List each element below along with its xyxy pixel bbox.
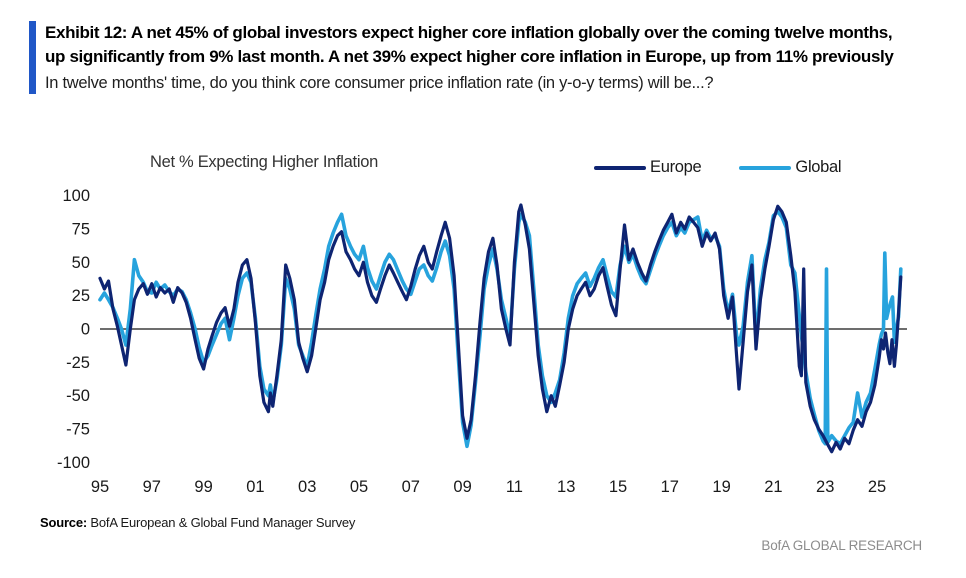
chart: 100 75 50 25 0 -25 -50 -75 -100 95 97 99 01 03 05 07 09 1… [0,140,966,510]
source-note: Source: BofA European & Global Fund Mana… [40,515,355,530]
x-axis-tick-label: 07 [402,478,420,496]
x-axis-tick-label: 03 [298,478,316,496]
exhibit-title: Exhibit 12: A net 45% of global investor… [45,23,894,66]
europe-line [98,203,903,454]
y-axis-tick-label: 25 [72,287,90,305]
header-text: Exhibit 12: A net 45% of global investor… [45,21,929,94]
y-axis-tick-label: -75 [66,420,90,438]
exhibit-header: Exhibit 12: A net 45% of global investor… [29,21,929,94]
y-axis-tick-label: -25 [66,354,90,372]
brand-mark: BofA GLOBAL RESEARCH [761,538,922,553]
y-axis-tick-label: 0 [81,321,90,339]
y-axis-tick-label: -100 [57,454,90,472]
legend-item-europe: Europe [594,158,702,177]
y-axis-tick-label: 50 [72,254,90,272]
source-label: Source: [40,515,88,530]
legend-label-europe: Europe [650,158,702,176]
global-line-swatch [739,165,792,170]
x-axis-tick-label: 95 [91,478,109,496]
y-axis-tick-label: 75 [72,221,90,239]
x-axis-tick-label: 05 [350,478,368,496]
x-axis-tick-label: 25 [868,478,886,496]
x-axis-tick-label: 15 [609,478,627,496]
x-axis-tick-label: 23 [816,478,834,496]
x-axis-tick-label: 97 [143,478,161,496]
legend-label-global: Global [795,158,842,176]
x-axis-tick-label: 13 [557,478,575,496]
x-axis-tick-label: 01 [246,478,264,496]
x-axis-tick-label: 99 [194,478,212,496]
global-line [98,209,903,449]
chart-title: Net % Expecting Higher Inflation [150,153,378,171]
accent-bar [29,21,36,94]
x-axis-tick-label: 11 [506,478,523,496]
legend-item-global: Global [739,158,842,177]
survey-question: In twelve months' time, do you think cor… [45,74,714,92]
x-axis-tick-label: 09 [453,478,471,496]
x-axis-tick-label: 19 [712,478,730,496]
source-text: BofA European & Global Fund Manager Surv… [87,515,356,530]
x-axis-tick-label: 21 [764,478,782,496]
x-axis-tick-label: 17 [661,478,679,496]
y-axis-tick-label: -50 [66,387,90,405]
legend: Europe Global [594,158,842,177]
europe-line-swatch [594,165,646,170]
y-axis-tick-label: 100 [62,187,90,205]
